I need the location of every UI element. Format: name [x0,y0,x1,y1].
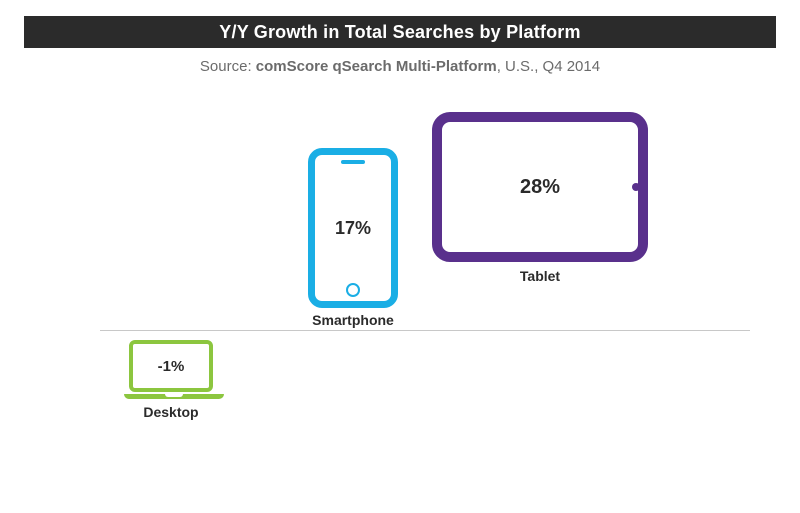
source-bold: comScore qSearch Multi-Platform [256,58,497,75]
smartphone-label: Smartphone [308,312,398,328]
source-prefix: Source: [200,58,256,75]
title-bar: Y/Y Growth in Total Searches by Platform [24,16,776,48]
desktop-device-icon: -1% [124,340,218,399]
smartphone-value: 17% [335,218,371,239]
desktop-label: Desktop [124,404,218,420]
source-line: Source: comScore qSearch Multi-Platform,… [0,58,800,75]
source-suffix: , U.S., Q4 2014 [497,58,600,75]
desktop-screen: -1% [129,340,213,392]
desktop-base [124,394,224,399]
tablet-label: Tablet [432,268,648,284]
tablet-device-icon: 28% [432,112,648,262]
desktop-value: -1% [158,358,185,375]
tablet-value: 28% [520,176,560,199]
smartphone-device-icon: 17% [308,148,398,308]
zero-baseline [100,330,750,331]
infographic-canvas: Y/Y Growth in Total Searches by Platform… [0,0,800,513]
chart-title: Y/Y Growth in Total Searches by Platform [219,22,580,43]
